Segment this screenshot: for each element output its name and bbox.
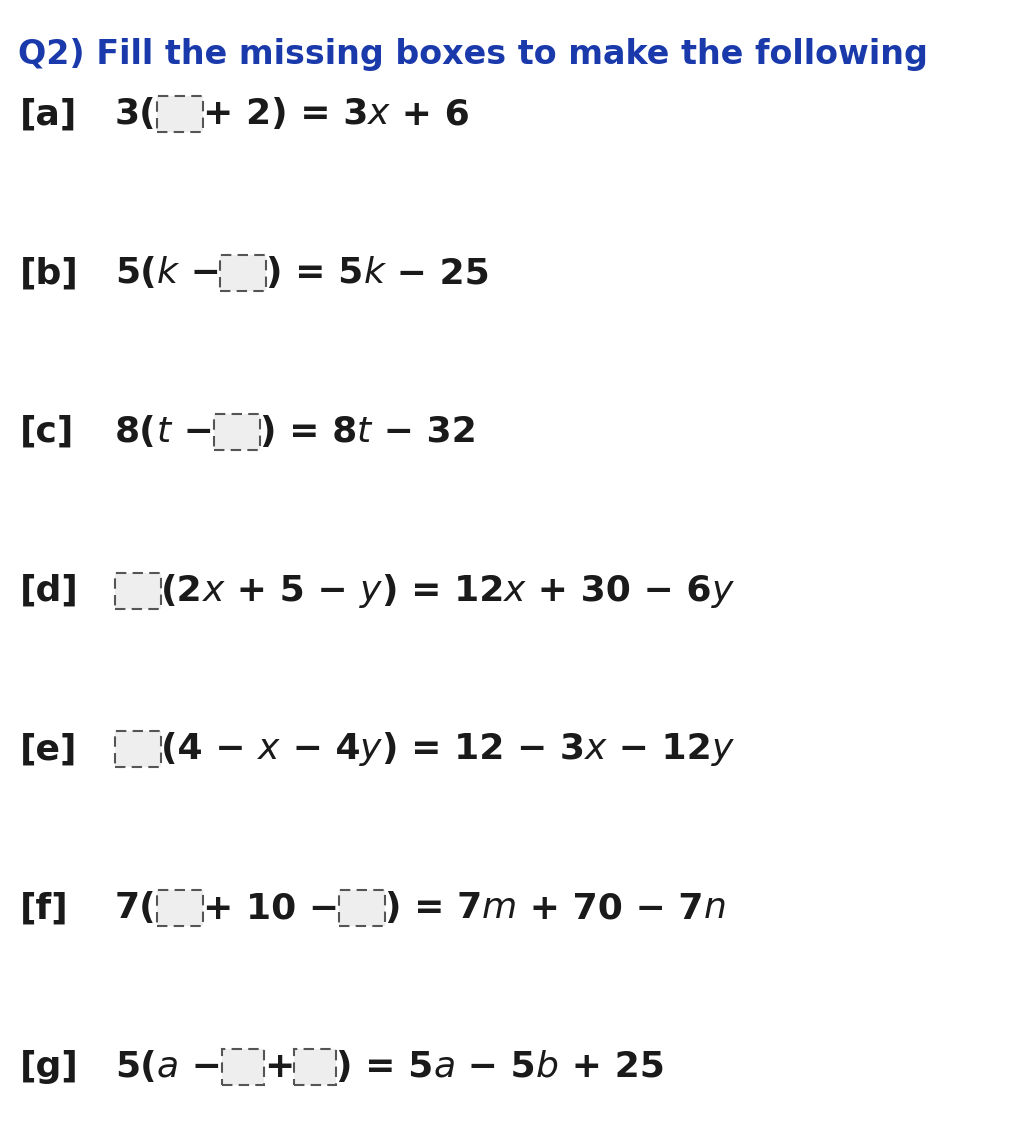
Text: ) = 5: ) = 5	[266, 256, 364, 290]
Text: ) = 7: ) = 7	[385, 891, 482, 925]
Bar	[157, 96, 203, 133]
Text: y: y	[360, 733, 382, 767]
Bar	[214, 414, 260, 450]
Text: [f]: [f]	[20, 891, 69, 925]
Text: y: y	[712, 574, 733, 608]
Text: −: −	[179, 1050, 221, 1084]
Text: 5(: 5(	[115, 256, 157, 290]
Text: ) = 12 − 3: ) = 12 − 3	[382, 733, 585, 767]
Bar	[221, 1049, 263, 1085]
Bar	[339, 890, 385, 926]
Text: (4 −: (4 −	[161, 733, 258, 767]
Text: n: n	[703, 891, 727, 925]
Text: [d]: [d]	[20, 574, 79, 608]
Text: m: m	[482, 891, 517, 925]
Text: [c]: [c]	[20, 415, 75, 449]
Text: + 30 − 6: + 30 − 6	[525, 574, 712, 608]
Text: x: x	[258, 733, 280, 767]
Text: 5(: 5(	[115, 1050, 157, 1084]
Text: k: k	[364, 256, 384, 290]
Text: [b]: [b]	[20, 256, 79, 290]
Text: (2: (2	[161, 574, 203, 608]
Text: [g]: [g]	[20, 1050, 79, 1084]
Text: ) = 12: ) = 12	[382, 574, 504, 608]
Text: k: k	[157, 256, 177, 290]
Text: + 6: + 6	[389, 98, 470, 132]
Bar	[157, 890, 203, 926]
Text: −: −	[177, 256, 220, 290]
Bar	[157, 890, 203, 926]
Text: Q2) Fill the missing boxes to make the following: Q2) Fill the missing boxes to make the f…	[18, 39, 928, 71]
Text: − 25: − 25	[384, 256, 490, 290]
Text: −: −	[171, 415, 214, 449]
Bar	[294, 1049, 336, 1085]
Text: − 12: − 12	[606, 733, 712, 767]
Text: y: y	[712, 733, 733, 767]
Bar	[220, 255, 266, 291]
Bar	[115, 731, 161, 768]
Text: x: x	[585, 733, 606, 767]
Text: − 4: − 4	[280, 733, 360, 767]
Text: + 25: + 25	[559, 1050, 665, 1084]
Text: 7(: 7(	[115, 891, 157, 925]
Bar	[220, 255, 266, 291]
Text: x: x	[368, 98, 389, 132]
Text: ) = 5: ) = 5	[336, 1050, 433, 1084]
Bar	[157, 96, 203, 133]
Text: b: b	[536, 1050, 559, 1084]
Text: + 5 −: + 5 −	[224, 574, 360, 608]
Text: + 10 −: + 10 −	[203, 891, 339, 925]
Text: ) = 8: ) = 8	[260, 415, 357, 449]
Text: t: t	[357, 415, 371, 449]
Text: y: y	[360, 574, 382, 608]
Bar	[339, 890, 385, 926]
Bar	[294, 1049, 336, 1085]
Text: 8(: 8(	[115, 415, 157, 449]
Text: − 5: − 5	[456, 1050, 536, 1084]
Text: + 2) = 3: + 2) = 3	[203, 98, 368, 132]
Text: x: x	[203, 574, 224, 608]
Text: [e]: [e]	[20, 733, 78, 767]
Text: x: x	[504, 574, 525, 608]
Text: + 70 − 7: + 70 − 7	[517, 891, 703, 925]
Bar	[214, 414, 260, 450]
Text: − 32: − 32	[371, 415, 477, 449]
Text: [a]: [a]	[20, 98, 78, 132]
Text: +: +	[263, 1050, 294, 1084]
Bar	[221, 1049, 263, 1085]
Text: 3(: 3(	[115, 98, 157, 132]
Text: a: a	[433, 1050, 456, 1084]
Text: t: t	[157, 415, 171, 449]
Bar	[115, 573, 161, 609]
Bar	[115, 573, 161, 609]
Text: a: a	[157, 1050, 179, 1084]
Bar	[115, 731, 161, 768]
